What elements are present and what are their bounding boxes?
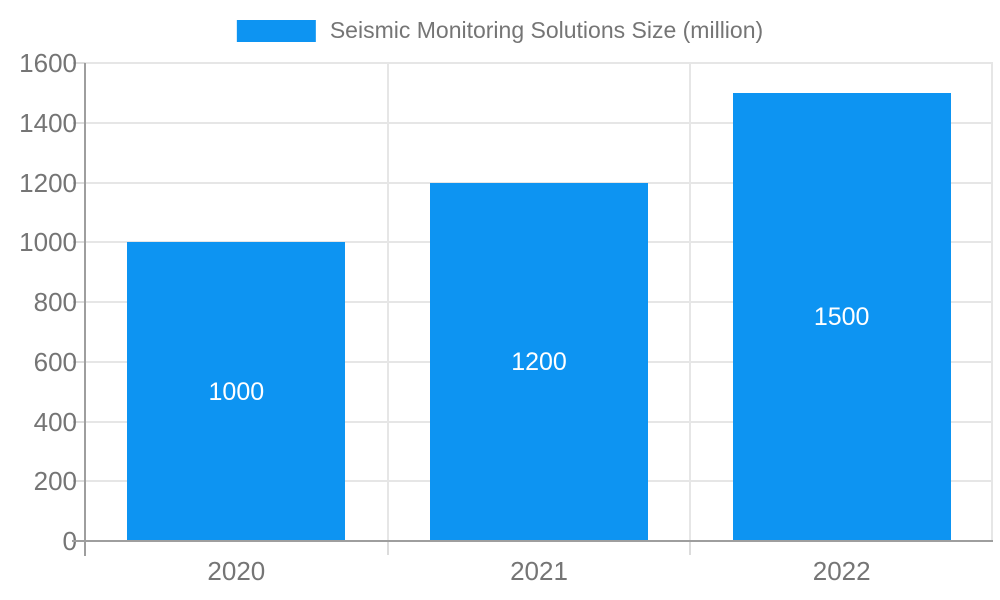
x-axis-tick: [386, 542, 389, 555]
y-axis-tick-label: 200: [33, 466, 77, 497]
legend-swatch-icon: [236, 19, 316, 42]
y-gridline: [85, 121, 993, 124]
y-axis-tick-label: 1400: [19, 107, 77, 138]
y-axis-tick: [73, 360, 85, 363]
y-gridline: [85, 62, 993, 64]
y-axis-tick-label: 1000: [19, 227, 77, 258]
x-axis-tick-label: 2021: [510, 556, 568, 586]
y-axis-tick: [73, 420, 85, 423]
y-axis-tick-label: 0: [62, 526, 77, 556]
x-gridline: [689, 63, 692, 541]
y-axis-tick: [73, 62, 85, 64]
y-axis-tick: [73, 121, 85, 124]
y-axis-tick-label: 1600: [19, 48, 77, 78]
y-axis-line: [84, 63, 86, 556]
bar-2020[interactable]: [127, 242, 346, 541]
bar-value-label: 1500: [813, 302, 870, 331]
y-axis-tick: [73, 241, 85, 244]
x-axis-tick-label: 2020: [207, 556, 266, 586]
bar-value-label: 1200: [511, 347, 567, 376]
y-axis-tick-label: 1200: [19, 167, 77, 198]
legend-label: Seismic Monitoring Solutions Size (milli…: [329, 17, 764, 43]
bar-2021[interactable]: [430, 182, 648, 541]
y-axis-tick-label: 800: [33, 287, 77, 317]
y-axis-tick: [73, 480, 85, 483]
bar-value-label: 1000: [208, 377, 265, 406]
x-axis-tick: [689, 542, 692, 555]
y-axis-tick: [73, 301, 85, 303]
x-axis-tick-label: 2022: [812, 556, 871, 586]
bar-2022[interactable]: [732, 92, 951, 541]
plot-right-border: [991, 63, 993, 541]
y-axis-tick-label: 600: [33, 346, 77, 377]
y-axis-tick: [73, 181, 85, 184]
y-axis-tick-label: 400: [33, 406, 77, 437]
x-gridline: [386, 63, 389, 541]
x-axis-line: [72, 540, 993, 542]
legend[interactable]: Seismic Monitoring Solutions Size (milli…: [236, 17, 764, 44]
